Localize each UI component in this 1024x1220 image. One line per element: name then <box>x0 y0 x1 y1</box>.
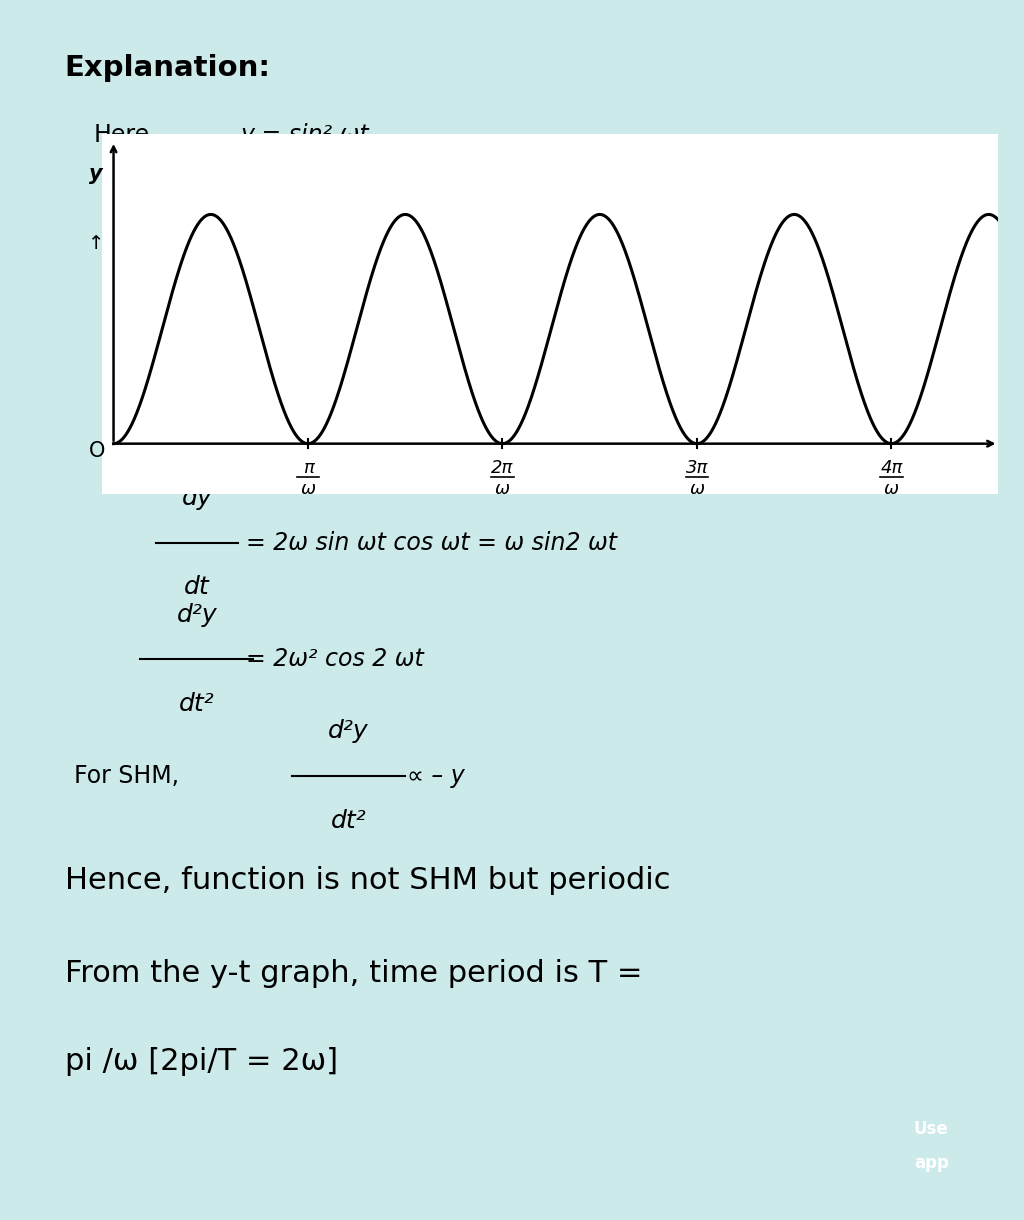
Text: ∝ – y: ∝ – y <box>407 764 465 788</box>
Text: 4π: 4π <box>881 459 902 477</box>
Text: y: y <box>89 163 103 184</box>
Text: = 2ω² cos 2 ωt: = 2ω² cos 2 ωt <box>246 648 423 671</box>
Text: ω: ω <box>884 481 899 498</box>
Text: dt²: dt² <box>179 692 215 716</box>
Text: 2π: 2π <box>492 459 514 477</box>
Text: d²y: d²y <box>176 603 217 627</box>
Text: y = sin² ωt: y = sin² ωt <box>241 123 370 148</box>
Text: pi /ω [2pi/T = 2ω]: pi /ω [2pi/T = 2ω] <box>65 1047 338 1076</box>
Text: ↑: ↑ <box>88 234 104 253</box>
Text: Explanation:: Explanation: <box>65 54 270 82</box>
Text: ω: ω <box>300 481 315 498</box>
Text: ω: ω <box>689 481 705 498</box>
Text: Here,: Here, <box>94 123 158 148</box>
Text: dt: dt <box>184 576 210 599</box>
Text: O: O <box>89 442 105 461</box>
Text: dt²: dt² <box>331 809 367 832</box>
Text: = 2ω sin ωt cos ωt = ω sin2 ωt: = 2ω sin ωt cos ωt = ω sin2 ωt <box>246 531 616 555</box>
Text: app: app <box>913 1154 949 1171</box>
Text: Hence, function is not SHM but periodic: Hence, function is not SHM but periodic <box>65 866 671 895</box>
Text: Use: Use <box>914 1120 948 1138</box>
Text: 3π: 3π <box>686 459 709 477</box>
Text: d²y: d²y <box>328 720 369 743</box>
Text: From the y-t graph, time period is T =: From the y-t graph, time period is T = <box>65 959 642 988</box>
Text: π: π <box>302 459 313 477</box>
Text: For SHM,: For SHM, <box>75 764 179 788</box>
Text: dy: dy <box>181 487 212 510</box>
Text: ω: ω <box>495 481 510 498</box>
